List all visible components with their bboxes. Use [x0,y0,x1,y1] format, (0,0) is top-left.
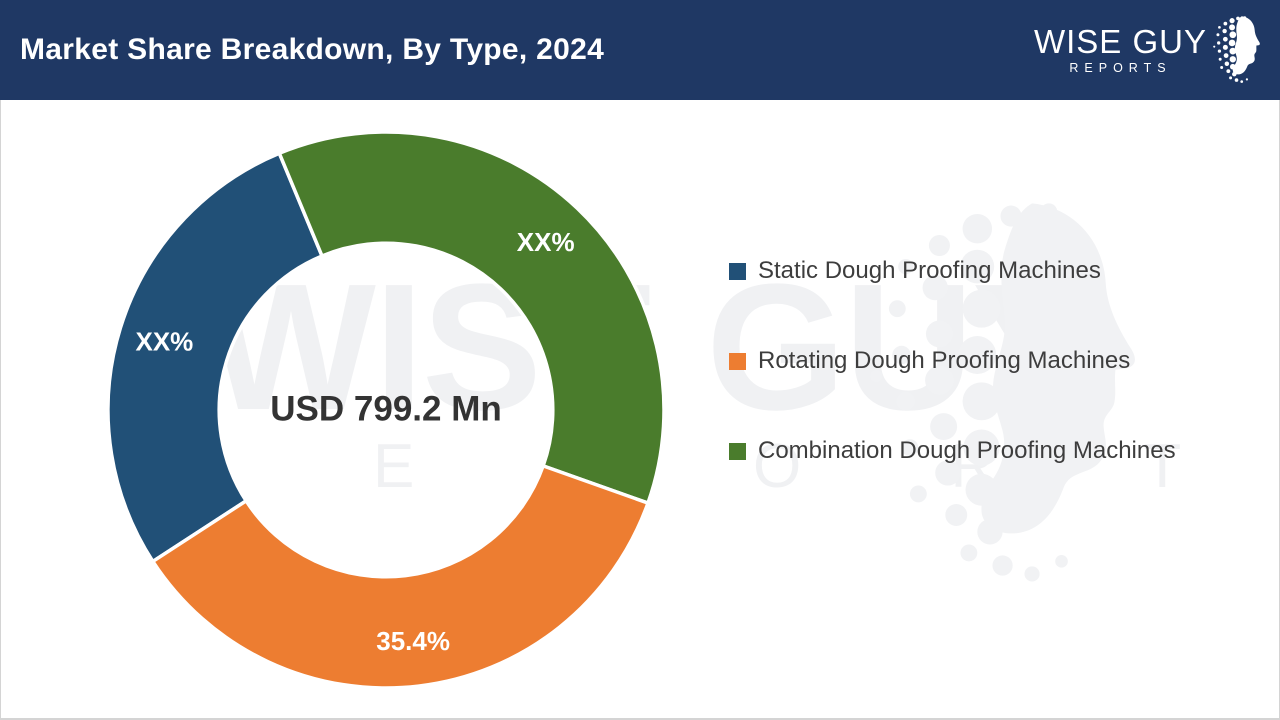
watermark-face-icon [851,195,1171,595]
donut-segment-2 [277,130,666,505]
chart-area: WISE GUY R E P O R T S XX%XX%35.4%USD 79… [0,100,1280,720]
logo-face-icon [1212,12,1264,88]
legend-item-combination: Combination Dough Proofing Machines [729,437,1176,464]
legend-swatch-rotating [729,352,746,370]
legend-item-static: Static Dough Proofing Machines [729,257,1101,284]
donut-chart: XX% XX% 35.4% USD 799.2 Mn [106,130,666,690]
slice-label-2: XX% [517,227,575,257]
slice-label-1: 35.4% [376,626,450,656]
legend-label-rotating: Rotating Dough Proofing Machines [758,347,1131,374]
wise-guy-reports-logo: WISE GUY REPORTS [1034,0,1264,100]
donut-segment-0 [106,151,324,564]
page-title: Market Share Breakdown, By Type, 2024 [20,33,605,66]
logo-text: WISE GUY REPORTS [1034,25,1207,75]
logo-brand-name: WISE GUY [1033,23,1207,60]
legend-swatch-static [729,262,746,280]
donut-segment-1 [151,464,650,690]
legend-label-static: Static Dough Proofing Machines [758,257,1101,284]
legend-label-combination: Combination Dough Proofing Machines [758,437,1176,464]
slice-label-0: XX% [135,327,193,357]
logo-brand-subtitle: REPORTS [1069,61,1172,75]
legend-item-rotating: Rotating Dough Proofing Machines [729,347,1131,374]
donut-center-value: USD 799.2 Mn [270,389,501,428]
header-bar: Market Share Breakdown, By Type, 2024 WI… [0,0,1280,100]
legend-swatch-combination [729,442,746,460]
